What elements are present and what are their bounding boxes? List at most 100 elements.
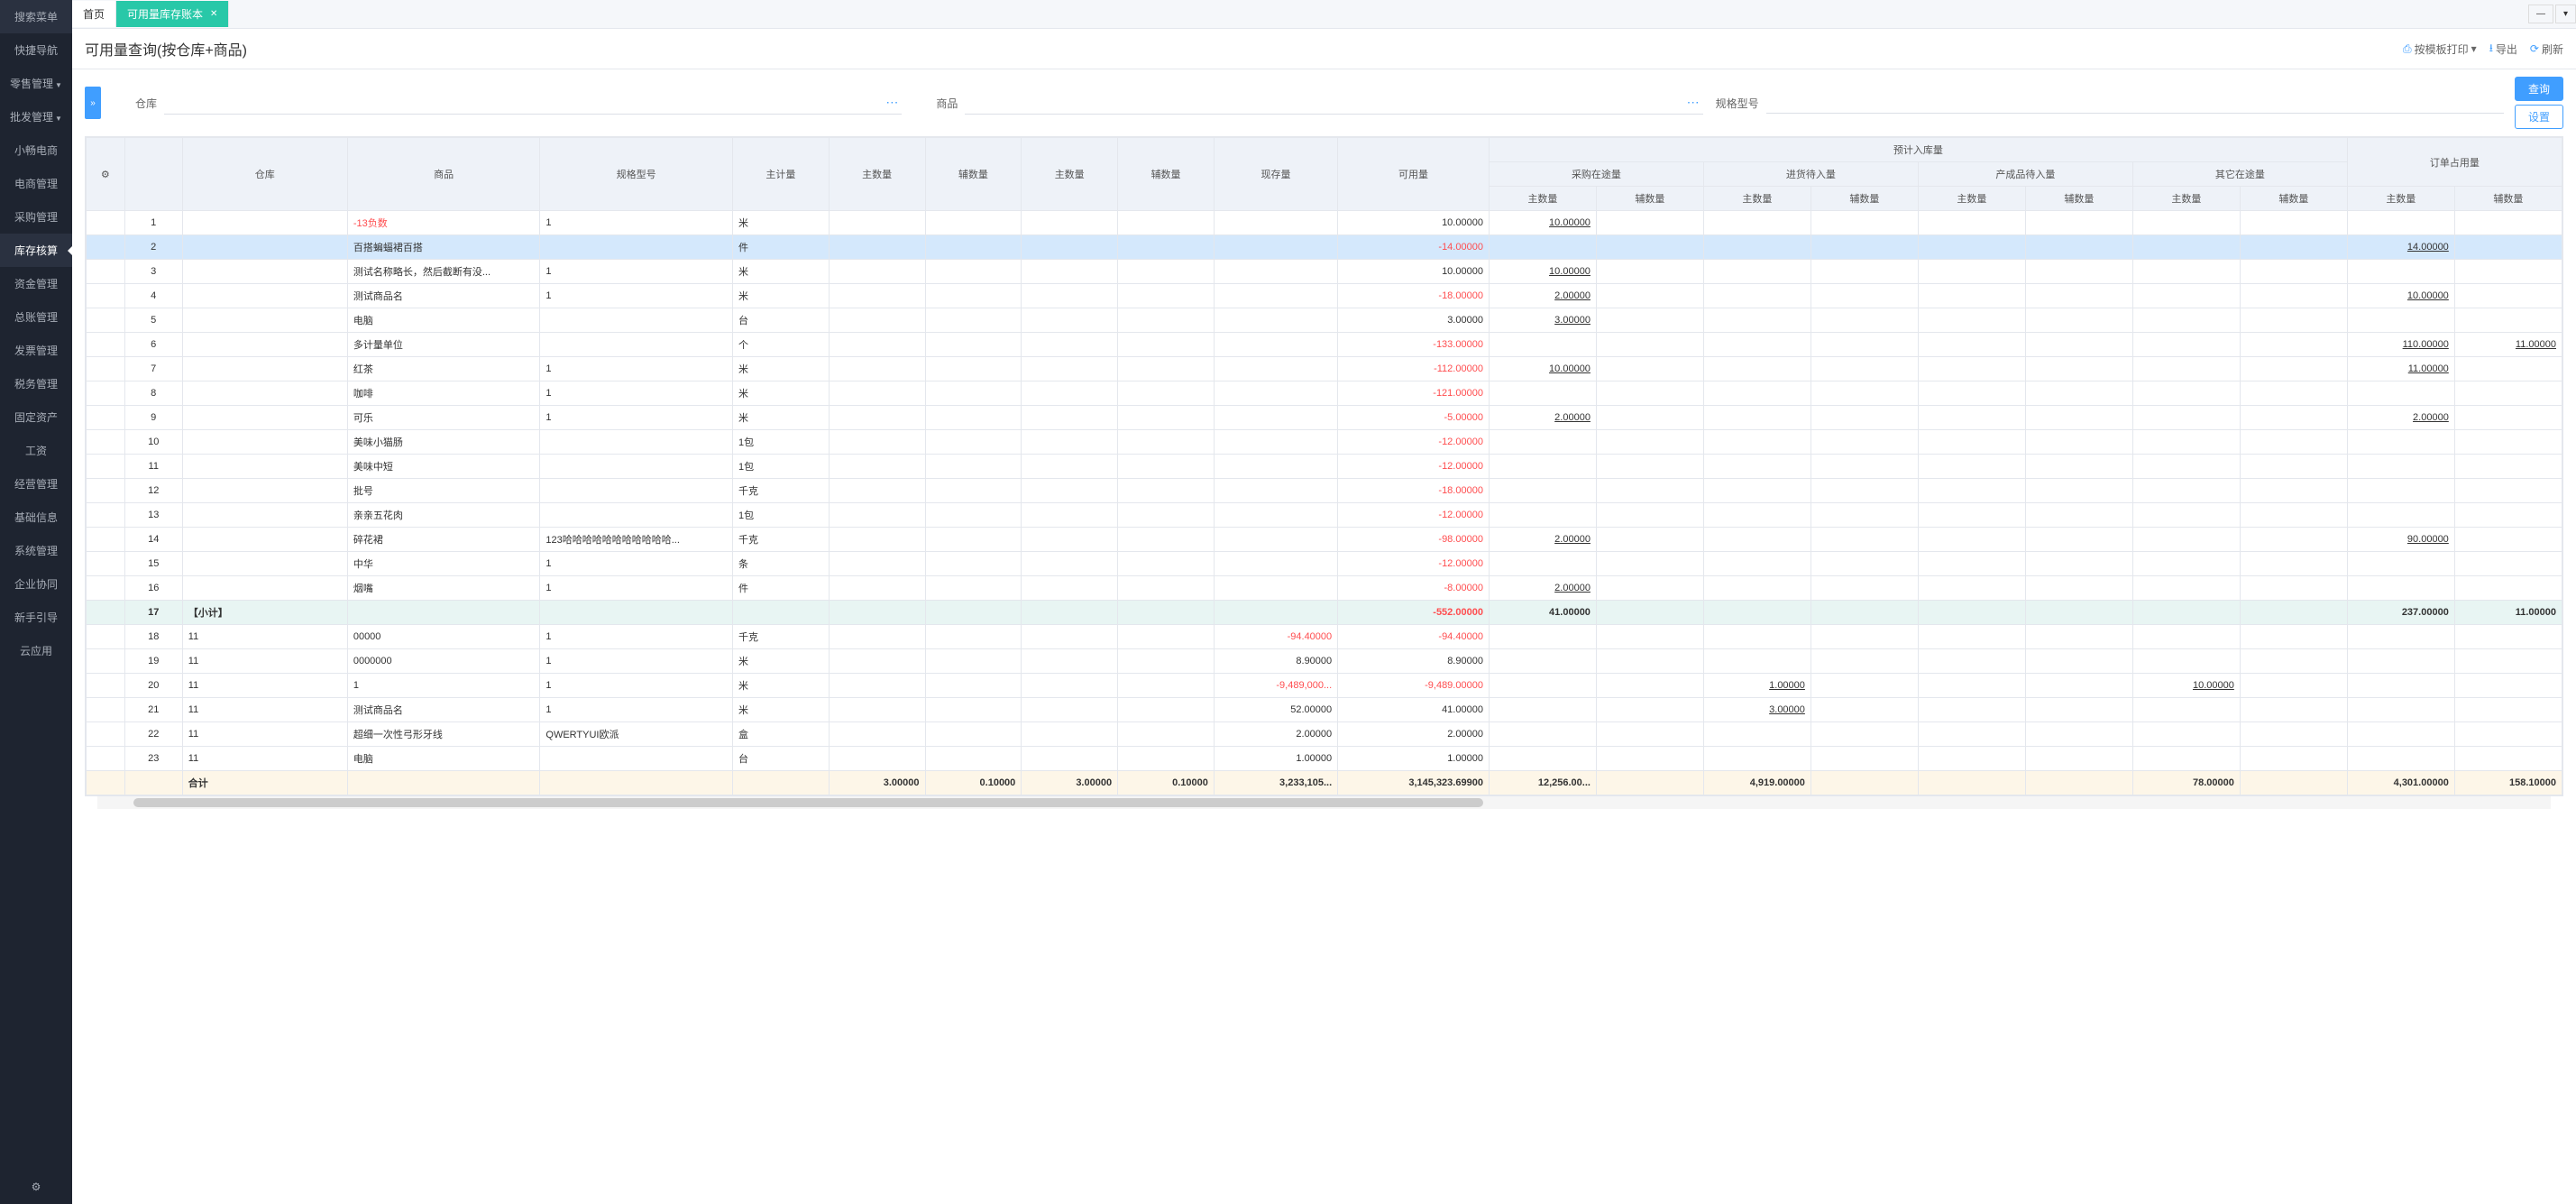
chevron-down-icon: ▼	[55, 81, 62, 89]
table-row[interactable]: 2311电脑台1.000001.00000	[87, 747, 2562, 771]
tab-active-label: 可用量库存账本	[127, 6, 203, 22]
chevron-down-icon: ▾	[2471, 42, 2477, 55]
sidebar-item-4[interactable]: 小畅电商	[0, 133, 72, 167]
col-avail[interactable]: 可用量	[1338, 138, 1490, 211]
sidebar-item-17[interactable]: 企业协同	[0, 567, 72, 601]
tab-dropdown[interactable]: ▾	[2555, 5, 2576, 23]
table-row[interactable]: 191100000001米8.900008.90000	[87, 649, 2562, 674]
settings-button[interactable]: 设置	[2515, 105, 2563, 129]
sidebar-item-9[interactable]: 总账管理	[0, 300, 72, 334]
refresh-icon: ⟳	[2530, 42, 2539, 55]
col-order-occupy: 订单占用量	[2347, 138, 2562, 187]
filter-warehouse-more[interactable]: ⋯	[882, 95, 902, 110]
table-row[interactable]: 7红茶1米-112.0000010.0000011.00000	[87, 357, 2562, 381]
filter-spec-label: 规格型号	[1714, 96, 1759, 111]
filter-spec-input[interactable]	[1766, 97, 2504, 109]
table-row[interactable]: 2211超细一次性弓形牙线QWERTYUI欧派盒2.000002.00000	[87, 722, 2562, 747]
total-row: 合计 3.00000 0.10000 3.00000 0.10000 3,233…	[87, 771, 2562, 795]
refresh-button[interactable]: ⟳ 刷新	[2530, 40, 2563, 59]
print-button[interactable]: ⎙ 按模板打印 ▾	[2403, 40, 2477, 59]
col-warehouse[interactable]: 仓库	[182, 138, 347, 211]
sidebar-settings[interactable]: ⚙	[0, 1170, 72, 1204]
filter-collapse-button[interactable]: »	[85, 87, 101, 119]
table-row[interactable]: 3测试名称略长，然后截断有没...1米10.0000010.00000	[87, 260, 2562, 284]
main-area: 首页 可用量库存账本 ✕ — ▾ 可用量查询(按仓库+商品) ⎙ 按模板打印 ▾	[72, 0, 2576, 1204]
sidebar-item-5[interactable]: 电商管理	[0, 167, 72, 200]
sidebar-item-8[interactable]: 资金管理	[0, 267, 72, 300]
sidebar-item-1[interactable]: 快捷导航	[0, 33, 72, 67]
data-table: ⚙ 仓库 商品 规格型号 主计量 主数量 辅数量 主数量 辅数量 现存量 可用量…	[86, 137, 2562, 795]
filter-bar: » 仓库 ⋯ 商品 ⋯ 规格型号	[72, 69, 2576, 136]
table-row[interactable]: 8咖啡1米-121.00000	[87, 381, 2562, 406]
horizontal-scrollbar[interactable]	[97, 796, 2551, 809]
table-row[interactable]: 9可乐1米-5.000002.000002.00000	[87, 406, 2562, 430]
export-icon: ⭳	[2489, 40, 2493, 59]
tab-bar: 首页 可用量库存账本 ✕ — ▾	[72, 0, 2576, 29]
col-expected-in: 预计入库量	[1489, 138, 2347, 162]
table-row[interactable]: 4测试商品名1米-18.000002.0000010.00000	[87, 284, 2562, 308]
filter-product-label: 商品	[912, 96, 958, 111]
col-main-qty[interactable]: 主数量	[829, 138, 925, 211]
filter-product-input[interactable]	[965, 97, 1682, 109]
print-icon: ⎙	[2403, 42, 2412, 56]
table-row[interactable]: 2百搭蝙蝠裙百搭件-14.0000014.00000	[87, 235, 2562, 260]
col-spec[interactable]: 规格型号	[540, 138, 733, 211]
export-button[interactable]: ⭳ 导出	[2489, 40, 2517, 59]
col-aux-qty[interactable]: 辅数量	[925, 138, 1022, 211]
table-row[interactable]: 1-13负数1米10.0000010.00000	[87, 211, 2562, 235]
col-purchase: 采购在途量	[1489, 162, 1703, 187]
sidebar-item-14[interactable]: 经营管理	[0, 467, 72, 501]
scrollbar-thumb[interactable]	[133, 798, 1483, 807]
filter-product-more[interactable]: ⋯	[1683, 95, 1703, 110]
gear-icon: ⚙	[32, 1181, 41, 1193]
sidebar-item-10[interactable]: 发票管理	[0, 334, 72, 367]
table-row[interactable]: 15中华1条-12.00000	[87, 552, 2562, 576]
page-title: 可用量查询(按仓库+商品)	[85, 38, 247, 60]
col-aux-qty2[interactable]: 辅数量	[1118, 138, 1215, 211]
tab-minimize[interactable]: —	[2528, 5, 2553, 23]
sidebar-item-15[interactable]: 基础信息	[0, 501, 72, 534]
table-row[interactable]: 14碎花裙123哈哈哈哈哈哈哈哈哈哈哈...千克-98.000002.00000…	[87, 528, 2562, 552]
table-row[interactable]: 13亲亲五花肉1包-12.00000	[87, 503, 2562, 528]
sidebar-item-18[interactable]: 新手引导	[0, 601, 72, 634]
table-row[interactable]: 6多计量单位个-133.00000110.0000011.00000	[87, 333, 2562, 357]
sidebar-item-7[interactable]: 库存核算	[0, 234, 72, 267]
table-container: ⚙ 仓库 商品 规格型号 主计量 主数量 辅数量 主数量 辅数量 现存量 可用量…	[72, 136, 2576, 1204]
table-row[interactable]: 12批号千克-18.00000	[87, 479, 2562, 503]
filter-warehouse-label: 仓库	[112, 96, 157, 111]
chevron-down-icon: ▼	[55, 115, 62, 123]
table-row[interactable]: 1811000001千克-94.40000-94.40000	[87, 625, 2562, 649]
tab-home-label: 首页	[83, 6, 105, 22]
sidebar: 搜索菜单快捷导航零售管理▼批发管理▼小畅电商电商管理采购管理库存核算资金管理总账…	[0, 0, 72, 1204]
table-row[interactable]: 10美味小猫肠1包-12.00000	[87, 430, 2562, 455]
query-button[interactable]: 查询	[2515, 77, 2563, 101]
sidebar-item-11[interactable]: 税务管理	[0, 367, 72, 400]
column-settings[interactable]: ⚙	[87, 138, 125, 211]
tab-active[interactable]: 可用量库存账本 ✕	[116, 1, 229, 27]
sidebar-item-13[interactable]: 工资	[0, 434, 72, 467]
sidebar-item-19[interactable]: 云应用	[0, 634, 72, 667]
sidebar-item-3[interactable]: 批发管理▼	[0, 100, 72, 133]
table-row[interactable]: 201111米-9,489,000...-9,489.000001.000001…	[87, 674, 2562, 698]
table-row[interactable]: 16烟嘴1件-8.000002.00000	[87, 576, 2562, 601]
tab-home[interactable]: 首页	[72, 1, 116, 27]
col-main-unit[interactable]: 主计量	[732, 138, 829, 211]
sidebar-item-6[interactable]: 采购管理	[0, 200, 72, 234]
table-row[interactable]: 2111测试商品名1米52.0000041.000003.00000	[87, 698, 2562, 722]
col-product[interactable]: 商品	[347, 138, 540, 211]
sidebar-item-2[interactable]: 零售管理▼	[0, 67, 72, 100]
col-finished: 产成品待入量	[1918, 162, 2132, 187]
table-row[interactable]: 11美味中短1包-12.00000	[87, 455, 2562, 479]
col-arrival: 进货待入量	[1703, 162, 1918, 187]
table-row[interactable]: 5电脑台3.000003.00000	[87, 308, 2562, 333]
close-icon[interactable]: ✕	[210, 9, 217, 19]
col-stock[interactable]: 现存量	[1214, 138, 1337, 211]
col-other: 其它在途量	[2132, 162, 2347, 187]
page-header: 可用量查询(按仓库+商品) ⎙ 按模板打印 ▾ ⭳ 导出 ⟳ 刷新	[72, 29, 2576, 69]
sidebar-item-12[interactable]: 固定资产	[0, 400, 72, 434]
col-main-qty2[interactable]: 主数量	[1022, 138, 1118, 211]
sidebar-item-0[interactable]: 搜索菜单	[0, 0, 72, 33]
filter-warehouse-input[interactable]	[164, 97, 882, 109]
sidebar-item-16[interactable]: 系统管理	[0, 534, 72, 567]
table-row[interactable]: 17【小计】-552.0000041.00000237.0000011.0000…	[87, 601, 2562, 625]
